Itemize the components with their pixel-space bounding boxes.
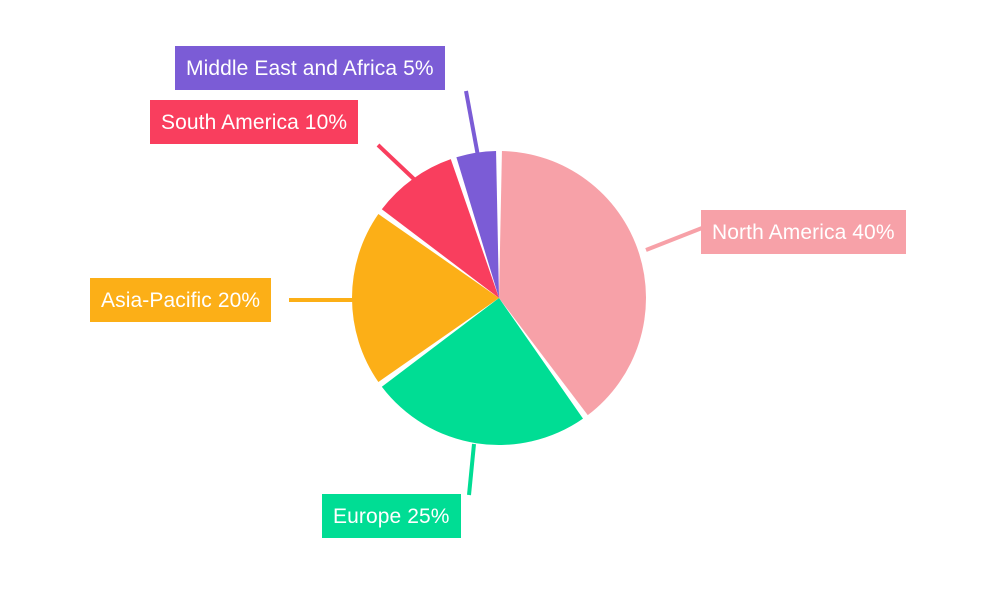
pie-slice-south-america[interactable] bbox=[381, 159, 499, 298]
leader-line-north-america bbox=[645, 226, 703, 252]
leader-line-middle-east-and-africa bbox=[464, 90, 480, 157]
leader-line-europe bbox=[467, 443, 476, 496]
leader-line-south-america bbox=[376, 143, 418, 183]
pie-slice-middle-east-and-africa[interactable] bbox=[456, 151, 499, 298]
pie-label-europe[interactable]: Europe 25% bbox=[322, 494, 461, 538]
pie-label-text: South America 10% bbox=[161, 110, 348, 134]
pie-wedges-group bbox=[351, 151, 646, 446]
leader-lines-group bbox=[289, 90, 703, 496]
pie-label-text: Europe 25% bbox=[333, 504, 450, 528]
pie-label-middle-east-and-africa[interactable]: Middle East and Africa 5% bbox=[175, 46, 445, 90]
pie-label-text: North America 40% bbox=[712, 220, 895, 244]
pie-label-south-america[interactable]: South America 10% bbox=[150, 100, 359, 144]
pie-slice-asia-pacific[interactable] bbox=[351, 214, 499, 382]
pie-label-text: Asia-Pacific 20% bbox=[101, 288, 261, 312]
pie-label-north-america[interactable]: North America 40% bbox=[701, 210, 906, 254]
pie-slice-north-america[interactable] bbox=[499, 151, 646, 416]
pie-slice-europe[interactable] bbox=[381, 298, 583, 446]
pie-label-asia-pacific[interactable]: Asia-Pacific 20% bbox=[90, 278, 272, 322]
pie-label-text: Middle East and Africa 5% bbox=[186, 56, 434, 80]
